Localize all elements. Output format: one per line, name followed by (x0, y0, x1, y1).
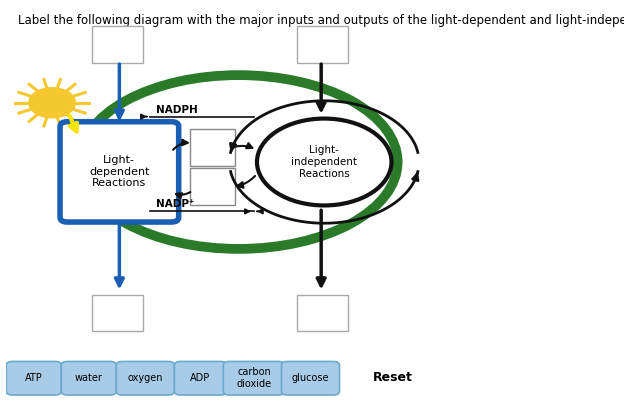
FancyBboxPatch shape (60, 122, 178, 222)
FancyBboxPatch shape (116, 361, 175, 395)
Text: oxygen: oxygen (128, 373, 163, 383)
FancyBboxPatch shape (174, 361, 227, 395)
Circle shape (29, 88, 76, 118)
Text: glucose: glucose (292, 373, 329, 383)
Text: NADPH: NADPH (156, 105, 198, 114)
FancyBboxPatch shape (92, 26, 144, 63)
FancyBboxPatch shape (297, 295, 348, 331)
Text: ATP: ATP (25, 373, 42, 383)
Circle shape (257, 118, 391, 206)
Text: Light-
dependent
Reactions: Light- dependent Reactions (89, 155, 150, 189)
FancyBboxPatch shape (223, 361, 285, 395)
FancyBboxPatch shape (297, 26, 348, 63)
FancyBboxPatch shape (6, 361, 61, 395)
FancyBboxPatch shape (61, 361, 116, 395)
Ellipse shape (80, 75, 397, 249)
Text: carbon
dioxide: carbon dioxide (236, 368, 271, 389)
Text: water: water (75, 373, 103, 383)
FancyBboxPatch shape (281, 361, 339, 395)
Text: Label the following diagram with the major inputs and outputs of the light-depen: Label the following diagram with the maj… (19, 14, 624, 27)
Text: Reset: Reset (373, 371, 413, 384)
Text: Light-
independent
Reactions: Light- independent Reactions (291, 145, 357, 179)
FancyBboxPatch shape (92, 295, 144, 331)
Text: ADP: ADP (190, 373, 210, 383)
FancyBboxPatch shape (190, 129, 235, 166)
Text: NADP⁺: NADP⁺ (156, 199, 195, 210)
FancyBboxPatch shape (190, 168, 235, 205)
